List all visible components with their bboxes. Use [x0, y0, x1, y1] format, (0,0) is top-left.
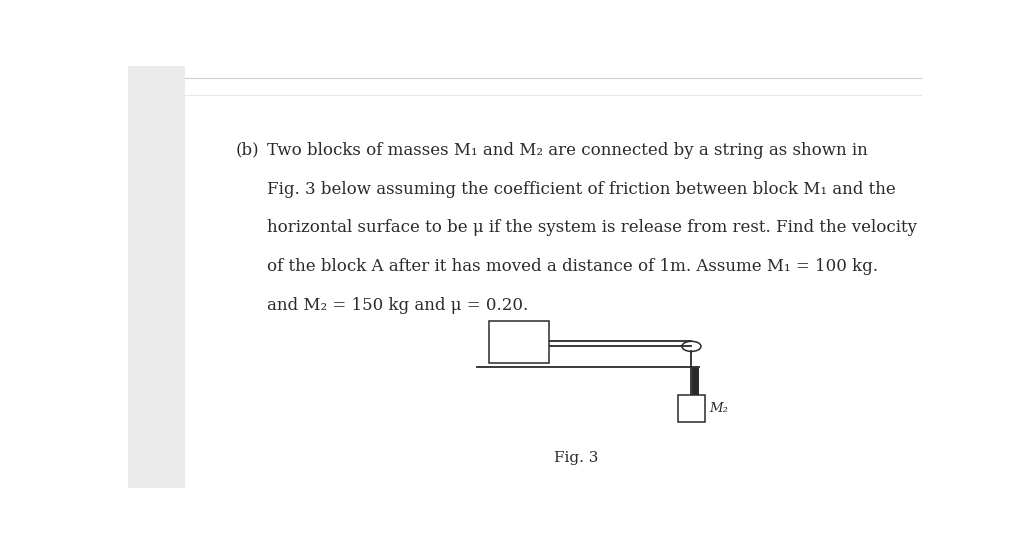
Text: Two blocks of masses M₁ and M₂ are connected by a string as shown in: Two blocks of masses M₁ and M₂ are conne… — [267, 142, 867, 159]
Bar — [489, 321, 549, 363]
Bar — [678, 395, 705, 423]
Text: (b): (b) — [236, 142, 259, 159]
Text: Fig. 3 below assuming the coefficient of friction between block M₁ and the: Fig. 3 below assuming the coefficient of… — [267, 180, 896, 197]
Text: M₁: M₁ — [496, 324, 514, 338]
Text: horizontal surface to be μ if the system is release from rest. Find the velocity: horizontal surface to be μ if the system… — [267, 219, 916, 236]
Text: M₂: M₂ — [709, 402, 728, 415]
Bar — [128, 66, 185, 488]
Text: and M₂ = 150 kg and μ = 0.20.: and M₂ = 150 kg and μ = 0.20. — [267, 297, 528, 314]
Text: of the block A after it has moved a distance of 1m. Assume M₁ = 100 kg.: of the block A after it has moved a dist… — [267, 258, 878, 275]
Text: Fig. 3: Fig. 3 — [554, 450, 599, 465]
